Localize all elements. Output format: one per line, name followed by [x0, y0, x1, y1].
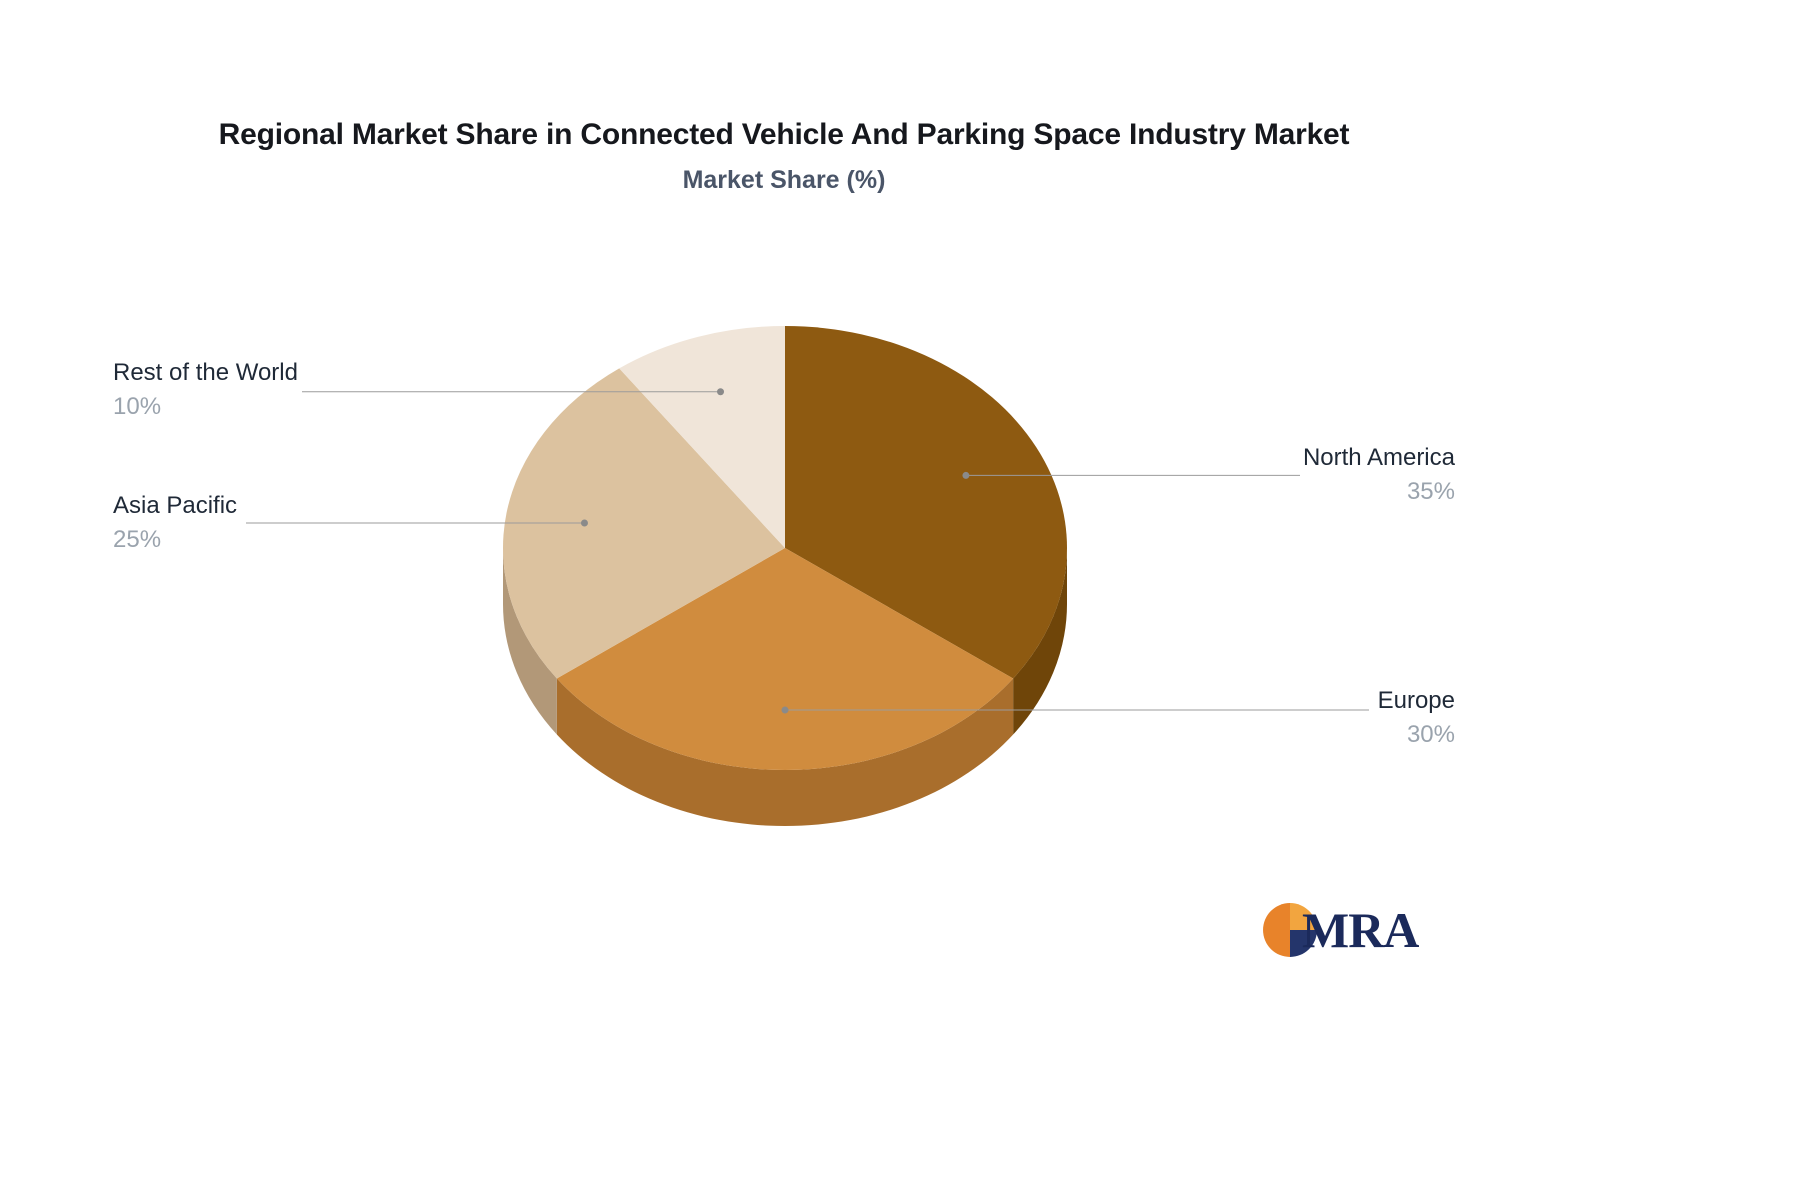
slice-value: 25%: [113, 526, 162, 553]
pie-side-2: [503, 548, 557, 735]
leader-dot-0: [962, 471, 970, 479]
brand-logo: MRA: [1262, 901, 1419, 959]
slice-name: Asia Pacific: [113, 492, 238, 519]
pie-side-1: [556, 678, 1014, 827]
slice-value: 10%: [113, 393, 162, 420]
slice-name: North America: [1302, 444, 1455, 471]
pie-side-0: [1013, 548, 1067, 735]
pie-slice-1: [556, 548, 1014, 771]
slice-label-north-america: North America 35%: [1303, 441, 1455, 509]
pie-slice-3: [619, 326, 785, 548]
chart-subtitle: Market Share (%): [682, 166, 886, 194]
logo-text: MRA: [1302, 902, 1419, 958]
logo-bottom-right-sector: [1290, 930, 1317, 957]
title-block: Regional Market Share in Connected Vehic…: [0, 0, 1568, 195]
logo-left-sector: [1263, 903, 1290, 957]
slice-name: Europe: [1377, 687, 1455, 714]
slice-label-asia-pacific: Asia Pacific 25%: [113, 489, 237, 557]
slice-value: 35%: [1406, 478, 1455, 505]
leader-dot-3: [717, 388, 725, 396]
brand-logo-icon: [1263, 903, 1317, 957]
leader-dot-1: [781, 706, 789, 714]
pie-slice-2: [502, 368, 785, 679]
slice-value: 30%: [1406, 721, 1455, 748]
logo-top-right-sector: [1290, 903, 1317, 930]
slice-label-europe: Europe 30%: [1378, 684, 1455, 752]
slice-name: Rest of the World: [113, 359, 298, 386]
slice-label-rest-of-the-world: Rest of the World 10%: [113, 356, 298, 424]
leader-dot-2: [580, 519, 588, 527]
pie-slice-0: [785, 326, 1068, 679]
chart-title: Regional Market Share in Connected Vehic…: [218, 118, 1350, 151]
